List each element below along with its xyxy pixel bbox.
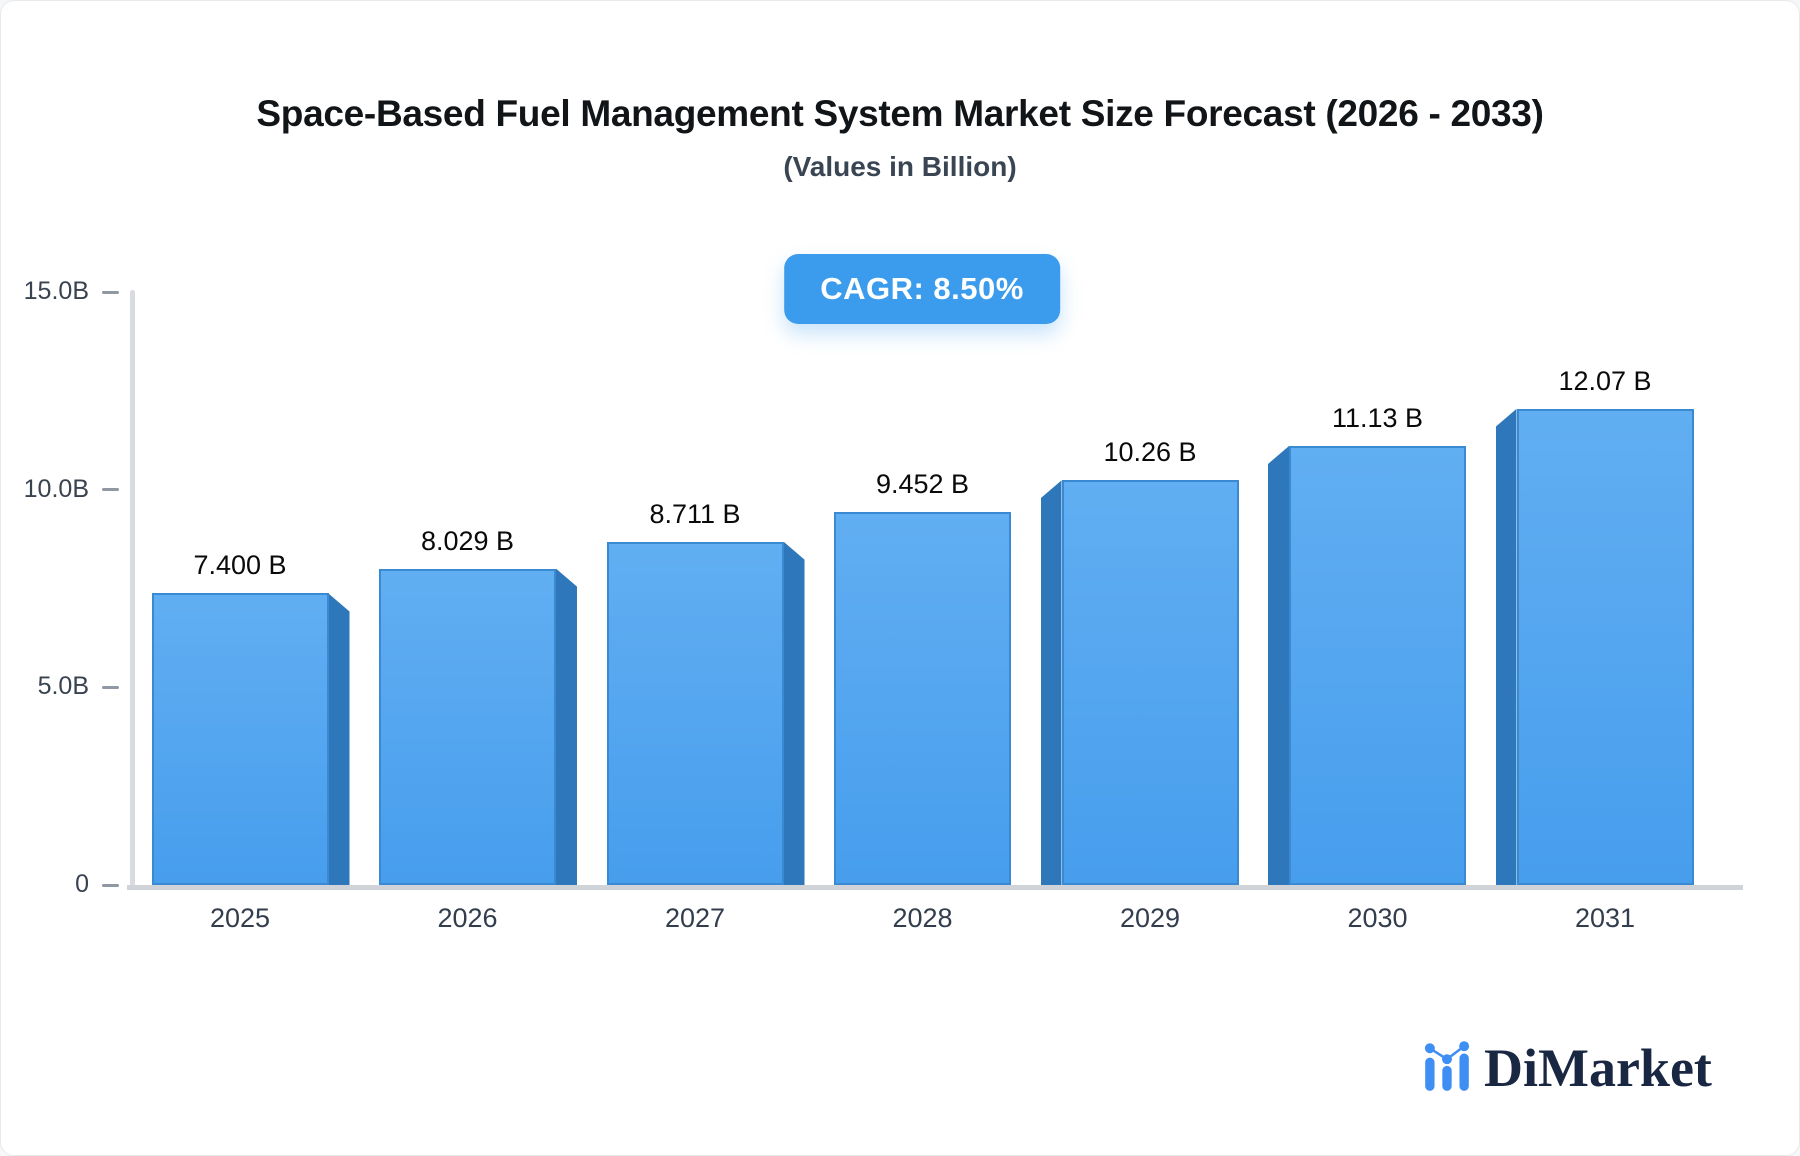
bar-value-label: 12.07 B (1558, 365, 1652, 396)
y-axis-tick (102, 488, 119, 492)
bar-2031[interactable] (1516, 408, 1694, 885)
y-axis-tick-label: 5.0B (37, 672, 89, 701)
y-axis-tick (102, 290, 119, 294)
chart-subtitle: (Values in Billion) (783, 151, 1017, 182)
bar-side-face (783, 541, 805, 885)
page-title: Space-Based Fuel Management System Marke… (256, 93, 1544, 134)
brand-logo[interactable]: DiMarket (1422, 1039, 1712, 1097)
y-axis-line (130, 290, 135, 889)
bar-2029[interactable] (1061, 480, 1239, 885)
brand-name: DiMarket (1484, 1038, 1712, 1098)
y-axis-tick (102, 883, 119, 887)
bar-value-label: 7.400 B (193, 550, 287, 581)
bar-value-label: 8.029 B (420, 525, 515, 556)
y-axis-tick-label: 10.0B (23, 474, 89, 503)
bar-2027[interactable] (606, 541, 784, 885)
x-axis-label: 2031 (1574, 903, 1636, 933)
cagr-badge: CAGR: 8.50% (784, 254, 1060, 324)
x-axis-label: 2029 (1119, 903, 1181, 933)
x-axis-baseline (127, 885, 1743, 890)
x-axis-label: 2026 (437, 903, 498, 933)
bar-side-face (328, 593, 350, 885)
y-axis-tick-label: 15.0B (23, 277, 89, 305)
x-axis-label: 2028 (892, 903, 953, 933)
bar-2028[interactable] (834, 512, 1011, 885)
bar-side-face (556, 568, 577, 885)
bar-side-face (1495, 408, 1517, 885)
x-axis-label: 2030 (1347, 903, 1408, 933)
y-axis-tick-label: 0 (75, 870, 89, 898)
bar-value-label: 10.26 B (1103, 437, 1197, 468)
bar-value-label: 8.711 B (649, 498, 741, 529)
bar-chart-with-trend-line-icon (1424, 1041, 1470, 1091)
x-axis-label: 2027 (664, 903, 726, 933)
bar-side-face (1040, 480, 1062, 885)
bar-value-label: 9.452 B (875, 469, 970, 500)
bar-2025[interactable] (151, 593, 329, 885)
x-axis-label: 2025 (209, 903, 271, 933)
y-axis-tick (102, 685, 119, 689)
bar-2030[interactable] (1289, 445, 1466, 885)
bar-2026[interactable] (379, 568, 556, 885)
bar-value-label: 11.13 B (1331, 402, 1424, 433)
bar-side-face (1268, 445, 1289, 885)
